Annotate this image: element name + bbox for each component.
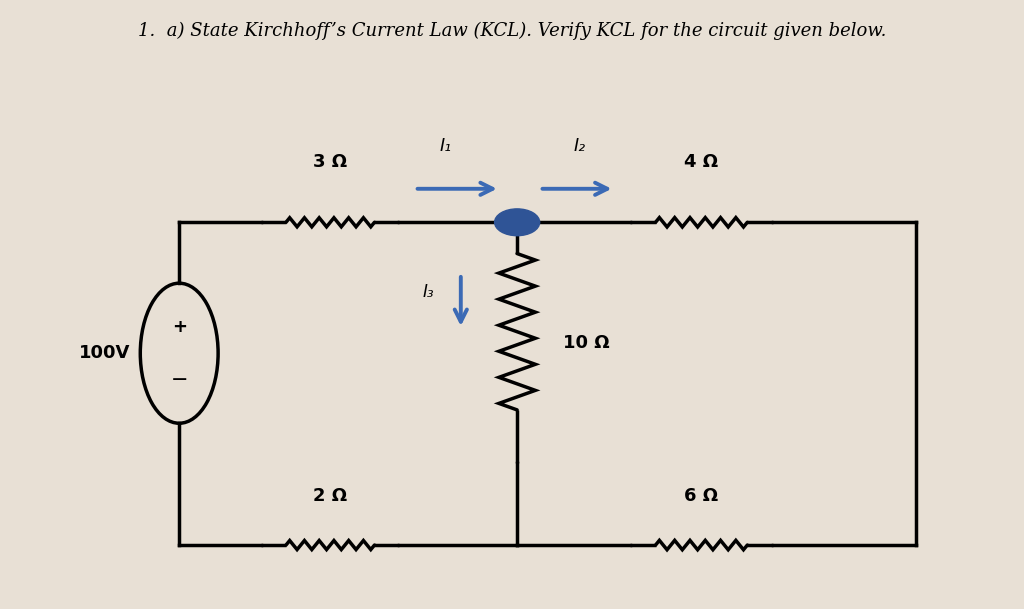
Text: I₁: I₁ bbox=[439, 137, 452, 155]
Text: 2 Ω: 2 Ω bbox=[313, 487, 347, 505]
Text: 1.  a) State Kirchhoff’s Current Law (KCL). Verify KCL for the circuit given bel: 1. a) State Kirchhoff’s Current Law (KCL… bbox=[138, 21, 886, 40]
Text: +: + bbox=[172, 318, 186, 336]
Text: 100V: 100V bbox=[79, 344, 130, 362]
Circle shape bbox=[495, 209, 540, 236]
Text: I₂: I₂ bbox=[573, 137, 586, 155]
Text: 10 Ω: 10 Ω bbox=[563, 334, 610, 351]
Text: 3 Ω: 3 Ω bbox=[313, 152, 347, 171]
Text: I₃: I₃ bbox=[422, 283, 434, 301]
Text: 6 Ω: 6 Ω bbox=[684, 487, 719, 505]
Text: 4 Ω: 4 Ω bbox=[684, 152, 719, 171]
Text: −: − bbox=[170, 370, 188, 390]
